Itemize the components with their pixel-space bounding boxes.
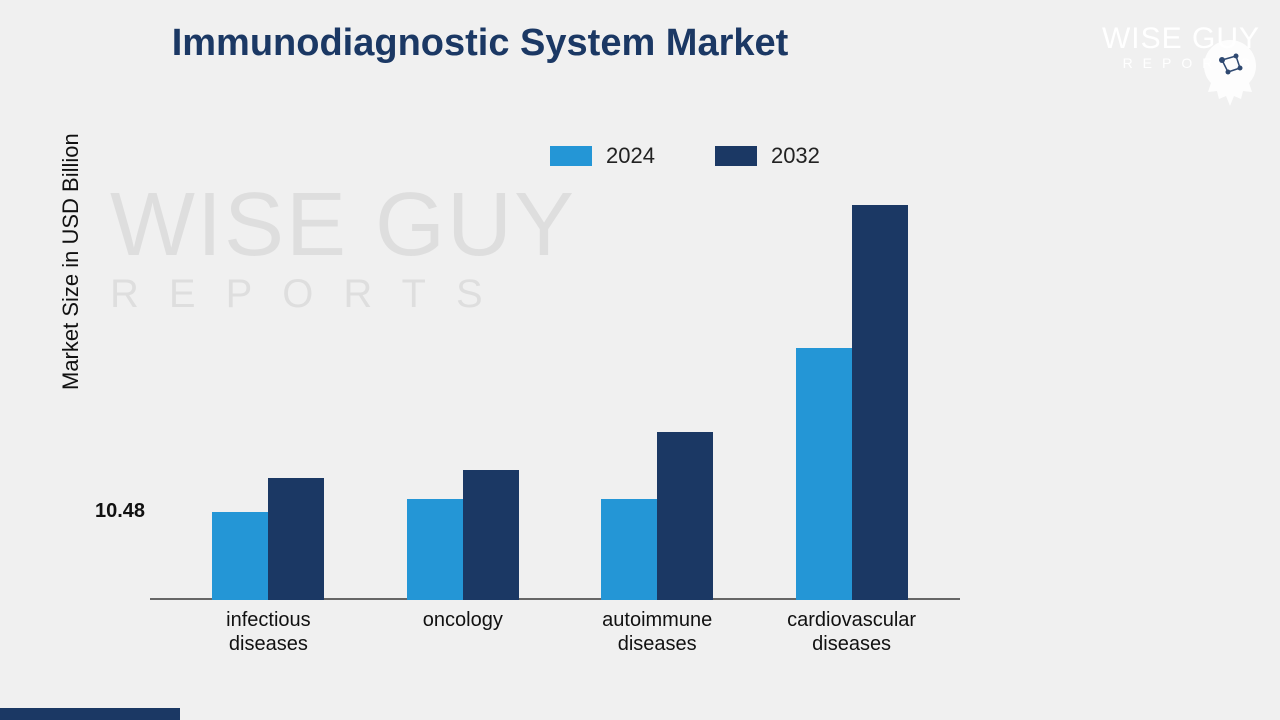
- legend-item-2024: 2024: [550, 143, 655, 169]
- legend-label-2032: 2032: [771, 143, 820, 169]
- x-axis-label: autoimmunediseases: [557, 608, 757, 656]
- bar-2024: [796, 348, 852, 600]
- bar-2032: [463, 470, 519, 600]
- bar-2024: [601, 499, 657, 600]
- chart-canvas: Immunodiagnostic System Market WISE GUY …: [0, 0, 1280, 720]
- x-axis-label: cardiovasculardiseases: [752, 608, 952, 656]
- y-tick-value: 10.48: [95, 500, 145, 523]
- legend-swatch-2024: [550, 146, 592, 166]
- bar-2024: [212, 512, 268, 600]
- y-axis-label: Market Size in USD Billion: [58, 133, 84, 390]
- plot-area: [150, 180, 960, 600]
- legend-label-2024: 2024: [606, 143, 655, 169]
- x-axis-label: infectiousdiseases: [168, 608, 368, 656]
- legend-item-2032: 2032: [715, 143, 820, 169]
- x-axis-label: oncology: [363, 608, 563, 632]
- bottom-accent-bar: [0, 708, 180, 720]
- chart-title: Immunodiagnostic System Market: [0, 22, 960, 65]
- bar-2032: [268, 478, 324, 600]
- bar-2032: [657, 432, 713, 600]
- brain-head-icon: [1200, 38, 1260, 110]
- legend-swatch-2032: [715, 146, 757, 166]
- bar-2024: [407, 499, 463, 600]
- legend: 2024 2032: [550, 143, 820, 169]
- bar-2032: [852, 205, 908, 600]
- brand-logo: WISE GUY REPORTS: [1102, 24, 1260, 70]
